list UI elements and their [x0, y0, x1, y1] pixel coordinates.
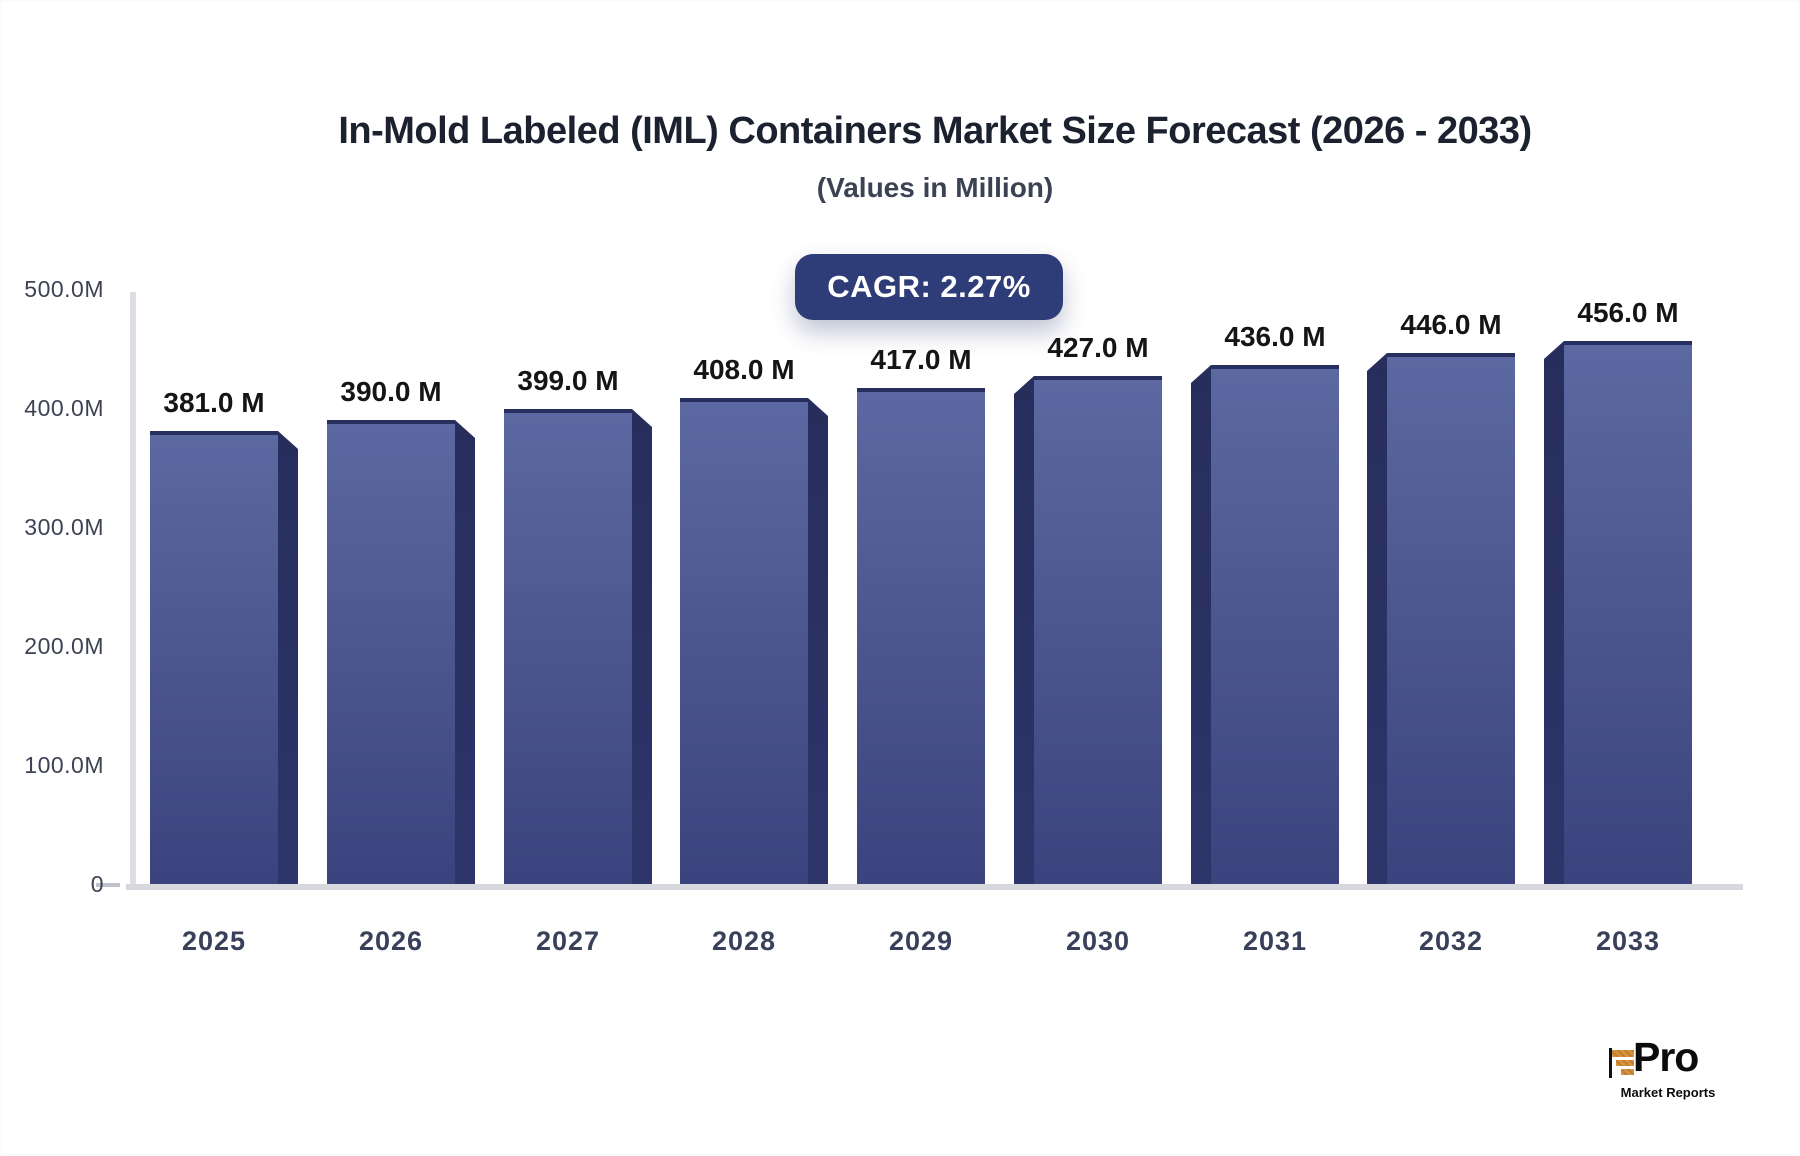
bar-depth-side [455, 420, 475, 884]
bar-face [680, 398, 808, 884]
chart-subtitle: (Values in Million) [816, 172, 1054, 203]
bar-value-label: 436.0 M [1224, 321, 1326, 352]
x-axis-label: 2030 [1065, 926, 1131, 956]
y-axis-tick-label: 200.0M [24, 633, 104, 659]
cagr-badge-label: CAGR: 2.27% [827, 269, 1031, 304]
bar-depth-side [278, 431, 298, 884]
logo-tagline: Market Reports [1620, 1085, 1716, 1100]
logo-stem-mark [1609, 1048, 1612, 1078]
x-axis-label: 2026 [358, 926, 424, 956]
chart-title: In-Mold Labeled (IML) Containers Market … [338, 110, 1532, 152]
bar-face [327, 420, 455, 884]
logo-name: Pro [1633, 1034, 1699, 1080]
x-axis-label: 2029 [888, 926, 954, 956]
y-axis-tick-label: 0 [90, 871, 104, 897]
bar-value-label: 427.0 M [1047, 332, 1149, 363]
x-axis-label: 2028 [711, 926, 777, 956]
bar-value-label: 390.0 M [340, 376, 442, 407]
bar-face [1564, 341, 1692, 884]
y-axis-tick-label: 400.0M [24, 395, 104, 421]
x-axis-label: 2025 [181, 926, 247, 956]
bar-2030 [1014, 376, 1162, 884]
bar-face [1387, 353, 1515, 884]
bar-depth-side [1191, 365, 1211, 884]
y-axis-tick-label: 500.0M [24, 276, 104, 302]
bar-2028 [680, 398, 828, 884]
y-axis-line [130, 292, 136, 884]
x-axis-label: 2031 [1242, 926, 1308, 956]
bar-face [1211, 365, 1339, 884]
logo: Pro Market Reports [1603, 1034, 1773, 1118]
bar-2029 [857, 388, 985, 884]
x-axis-label: 2033 [1595, 926, 1661, 956]
bar-2026 [327, 420, 475, 884]
x-axis-label: 2027 [535, 926, 601, 956]
bar-2032 [1367, 353, 1515, 884]
bar-depth-side [1014, 376, 1034, 884]
bar-depth-side [808, 398, 828, 884]
bar-2027 [504, 409, 652, 884]
bar-value-label: 456.0 M [1577, 297, 1679, 328]
cagr-badge: CAGR: 2.27% [795, 254, 1063, 320]
x-axis-baseline [126, 884, 1743, 890]
bar-face [150, 431, 278, 884]
bar-face [504, 409, 632, 884]
bar-value-label: 417.0 M [870, 344, 972, 375]
zero-tick-mark [96, 883, 120, 887]
bar-depth-side [632, 409, 652, 884]
bar-2025 [150, 431, 298, 884]
y-axis-tick-label: 300.0M [24, 514, 104, 540]
bar-2033 [1544, 341, 1692, 884]
logo-bar-icon [1621, 1069, 1634, 1075]
logo-bar-icon [1616, 1060, 1634, 1066]
bar-depth-side [1544, 341, 1564, 884]
bar-face [1034, 376, 1162, 884]
bar-value-label: 446.0 M [1400, 309, 1502, 340]
bar-face [857, 388, 985, 884]
bar-value-label: 399.0 M [517, 365, 619, 396]
x-axis-label: 2032 [1418, 926, 1484, 956]
bar-value-label: 408.0 M [693, 354, 795, 385]
y-axis-tick-label: 100.0M [24, 752, 104, 778]
logo-bar-icon [1612, 1050, 1634, 1057]
bar-depth-side [1367, 353, 1387, 884]
bar-value-label: 381.0 M [163, 387, 265, 418]
bar-2031 [1191, 365, 1339, 884]
